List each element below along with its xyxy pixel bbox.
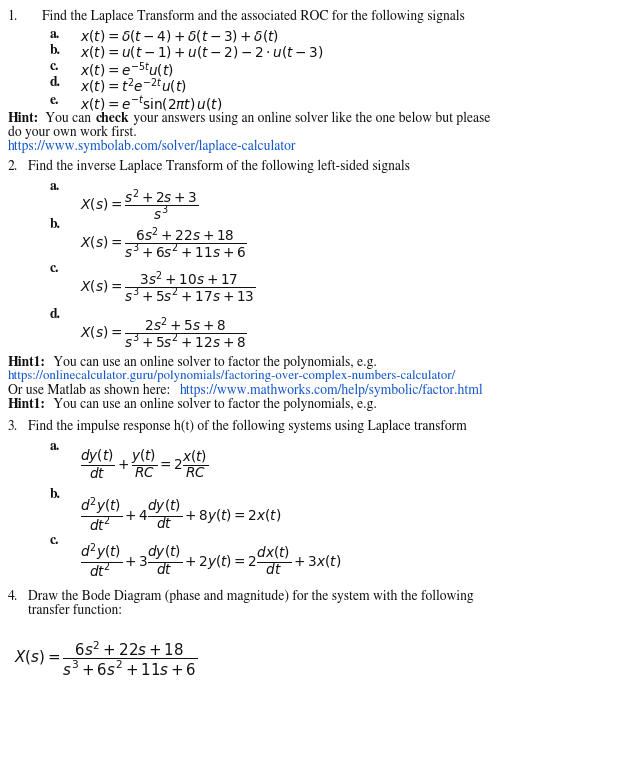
Text: a.: a.: [50, 180, 60, 193]
Text: 4.: 4.: [8, 590, 18, 604]
Text: You can use an online solver to factor the polynomials, e.g.: You can use an online solver to factor t…: [50, 398, 377, 411]
Text: d.: d.: [50, 76, 61, 89]
Text: Hint:: Hint:: [8, 112, 39, 125]
Text: b.: b.: [50, 218, 61, 231]
Text: d.: d.: [50, 308, 61, 321]
Text: c.: c.: [50, 262, 59, 275]
Text: $\dfrac{d^{2}y(t)}{dt^{2}}+3\dfrac{dy(t)}{dt}+2y(t)=2\dfrac{dx(t)}{dt}+3x(t)$: $\dfrac{d^{2}y(t)}{dt^{2}}+3\dfrac{dy(t)…: [80, 542, 341, 581]
Text: do your own work first.: do your own work first.: [8, 126, 137, 139]
Text: Find the impulse response h(t) of the following systems using Laplace transform: Find the impulse response h(t) of the fo…: [28, 420, 467, 433]
Text: c.: c.: [50, 534, 59, 547]
Text: 3.: 3.: [8, 420, 18, 433]
Text: Find the inverse Laplace Transform of the following left-sided signals: Find the inverse Laplace Transform of th…: [28, 160, 410, 173]
Text: a.: a.: [50, 28, 60, 41]
Text: $\dfrac{d^{2}y(t)}{dt^{2}}+4\dfrac{dy(t)}{dt}+8y(t)=2x(t)$: $\dfrac{d^{2}y(t)}{dt^{2}}+4\dfrac{dy(t)…: [80, 496, 281, 535]
Text: 2.: 2.: [8, 160, 18, 173]
Text: $\dfrac{dy(t)}{dt}+\dfrac{y(t)}{RC}=2\dfrac{x(t)}{RC}$: $\dfrac{dy(t)}{dt}+\dfrac{y(t)}{RC}=2\df…: [80, 448, 208, 481]
Text: your answers using an online solver like the one below but please: your answers using an online solver like…: [130, 112, 490, 125]
Text: $x(t)=\delta(t-4)+\delta(t-3)+\delta(t)$: $x(t)=\delta(t-4)+\delta(t-3)+\delta(t)$: [80, 28, 279, 44]
Text: $X(s)=\dfrac{6s^{2}+22s+18}{s^{3}+6s^{2}+11s+6}$: $X(s)=\dfrac{6s^{2}+22s+18}{s^{3}+6s^{2}…: [80, 226, 246, 261]
Text: c.: c.: [50, 60, 59, 73]
Text: a.: a.: [50, 440, 60, 453]
Text: check: check: [96, 112, 130, 125]
Text: Draw the Bode Diagram (phase and magnitude) for the system with the following: Draw the Bode Diagram (phase and magnitu…: [28, 590, 474, 604]
Text: Find the Laplace Transform and the associated ROC for the following signals: Find the Laplace Transform and the assoc…: [42, 10, 465, 24]
Text: $x(t)=e^{-5t}u(t)$: $x(t)=e^{-5t}u(t)$: [80, 60, 174, 79]
Text: https://onlinecalculator.guru/polynomials/factoring-over-complex-numbers-calcula: https://onlinecalculator.guru/polynomial…: [8, 370, 456, 382]
Text: transfer function:: transfer function:: [28, 604, 122, 617]
Text: https://www.symbolab.com/solver/laplace-calculator: https://www.symbolab.com/solver/laplace-…: [8, 140, 296, 154]
Text: Hint1:: Hint1:: [8, 398, 46, 411]
Text: e.: e.: [50, 94, 59, 107]
Text: $x(t)=t^{2}e^{-2t}u(t)$: $x(t)=t^{2}e^{-2t}u(t)$: [80, 76, 187, 96]
Text: $X(s)=\dfrac{3s^{2}+10s+17}{s^{3}+5s^{2}+17s+13}$: $X(s)=\dfrac{3s^{2}+10s+17}{s^{3}+5s^{2}…: [80, 270, 255, 306]
Text: $x(t)=e^{-t}\sin(2\pi t)\,u(t)$: $x(t)=e^{-t}\sin(2\pi t)\,u(t)$: [80, 94, 222, 112]
Text: Hint1:: Hint1:: [8, 356, 46, 369]
Text: $X(s)=\dfrac{s^{2}+2s+3}{s^{3}}$: $X(s)=\dfrac{s^{2}+2s+3}{s^{3}}$: [80, 188, 198, 223]
Text: Or use Matlab as shown here:: Or use Matlab as shown here:: [8, 384, 173, 397]
Text: You can use an online solver to factor the polynomials, e.g.: You can use an online solver to factor t…: [50, 356, 377, 369]
Text: $X(s)=\dfrac{2s^{2}+5s+8}{s^{3}+5s^{2}+12s+8}$: $X(s)=\dfrac{2s^{2}+5s+8}{s^{3}+5s^{2}+1…: [80, 316, 246, 351]
Text: You can: You can: [42, 112, 94, 125]
Text: b.: b.: [50, 44, 61, 57]
Text: 1.: 1.: [8, 10, 18, 24]
Text: $x(t)=u(t-1)+u(t-2)-2\cdot u(t-3)$: $x(t)=u(t-1)+u(t-2)-2\cdot u(t-3)$: [80, 44, 324, 60]
Text: $X(s)=\dfrac{6s^{2}+22s+18}{s^{3}+6s^{2}+11s+6}$: $X(s)=\dfrac{6s^{2}+22s+18}{s^{3}+6s^{2}…: [14, 640, 197, 678]
Text: b.: b.: [50, 488, 61, 501]
Text: https://www.mathworks.com/help/symbolic/factor.html: https://www.mathworks.com/help/symbolic/…: [180, 384, 484, 397]
